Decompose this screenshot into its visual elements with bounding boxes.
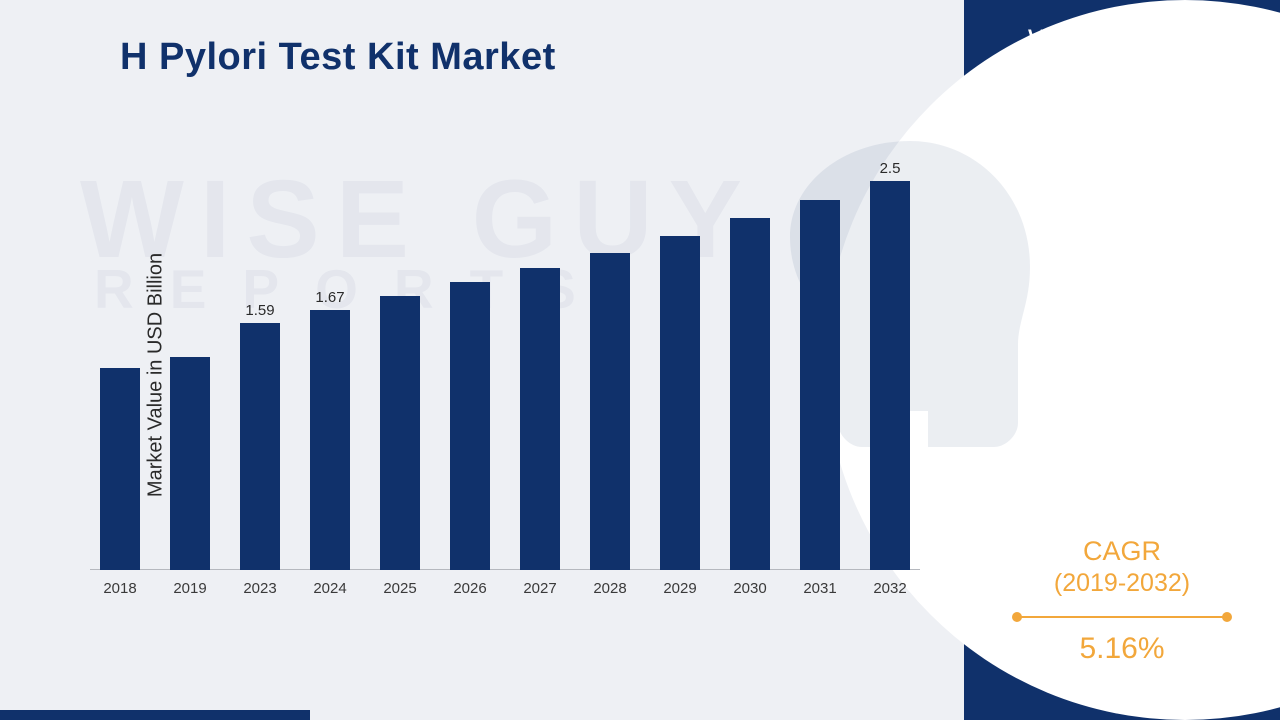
bar bbox=[800, 200, 839, 570]
page-root: WISE GUY REPORTS H Pylori Test Kit Marke… bbox=[0, 0, 1280, 720]
brand-text: WISE GUY REPORTS bbox=[1028, 24, 1194, 73]
bar-value-label: 2.5 bbox=[880, 160, 901, 177]
bar-slot bbox=[516, 150, 564, 570]
bar-value-label: 1.59 bbox=[245, 302, 274, 319]
brand-line1: WISE GUY bbox=[1028, 24, 1194, 58]
cagr-block: CAGR (2019-2032) 5.16% bbox=[964, 536, 1280, 666]
bar-slot bbox=[96, 150, 144, 570]
bar bbox=[240, 323, 279, 570]
bar-slot bbox=[166, 150, 214, 570]
bar-slot bbox=[726, 150, 774, 570]
chart-title: H Pylori Test Kit Market bbox=[120, 36, 556, 79]
bar bbox=[870, 181, 909, 570]
bar bbox=[380, 296, 419, 570]
bar-slot: 1.67 bbox=[306, 150, 354, 570]
bar-slot bbox=[656, 150, 704, 570]
x-axis-tick-label: 2029 bbox=[656, 574, 704, 600]
bar-slot bbox=[376, 150, 424, 570]
x-axis-tick-label: 2024 bbox=[306, 574, 354, 600]
x-axis-tick-label: 2030 bbox=[726, 574, 774, 600]
cagr-divider bbox=[1017, 616, 1227, 618]
x-axis-tick-label: 2027 bbox=[516, 574, 564, 600]
x-axis-tick-label: 2032 bbox=[866, 574, 914, 600]
x-axis-tick-label: 2023 bbox=[236, 574, 284, 600]
bar-chart: Market Value in USD Billion 1.591.672.5 … bbox=[60, 150, 920, 600]
x-axis-tick-label: 2031 bbox=[796, 574, 844, 600]
bar-slot: 2.5 bbox=[866, 150, 914, 570]
plot-area: 1.59 1.67 2.5 bbox=[90, 150, 920, 570]
brand-line2: REPORTS bbox=[1028, 56, 1194, 73]
x-axis-tick-label: 2028 bbox=[586, 574, 634, 600]
bar-value-label: 1.67 bbox=[315, 289, 344, 306]
bar bbox=[590, 253, 629, 570]
cagr-label: CAGR bbox=[964, 536, 1280, 567]
bars-container: 1.59 1.67 2.5 bbox=[90, 150, 920, 570]
x-axis-tick-label: 2018 bbox=[96, 574, 144, 600]
bar-slot bbox=[796, 150, 844, 570]
bar-slot bbox=[586, 150, 634, 570]
cagr-value: 5.16% bbox=[964, 632, 1280, 666]
bar bbox=[310, 310, 349, 570]
x-axis-labels: 2018 2019 2023 2024 2025 2026 2027 2028 2029 2030… bbox=[90, 574, 920, 600]
x-axis-tick-label: 2019 bbox=[166, 574, 214, 600]
brand-logo: WISE GUY REPORTS bbox=[1028, 24, 1258, 88]
bar bbox=[520, 268, 559, 570]
bar bbox=[730, 218, 769, 570]
x-axis-tick-label: 2026 bbox=[446, 574, 494, 600]
bar bbox=[170, 357, 209, 570]
bar-slot: 1.59 bbox=[236, 150, 284, 570]
bottom-accent-bar bbox=[0, 710, 310, 720]
bar-slot bbox=[446, 150, 494, 570]
bar bbox=[100, 368, 139, 570]
bar bbox=[660, 236, 699, 570]
bar bbox=[450, 282, 489, 570]
brand-head-icon bbox=[1202, 24, 1258, 88]
x-axis-tick-label: 2025 bbox=[376, 574, 424, 600]
cagr-range: (2019-2032) bbox=[964, 569, 1280, 598]
